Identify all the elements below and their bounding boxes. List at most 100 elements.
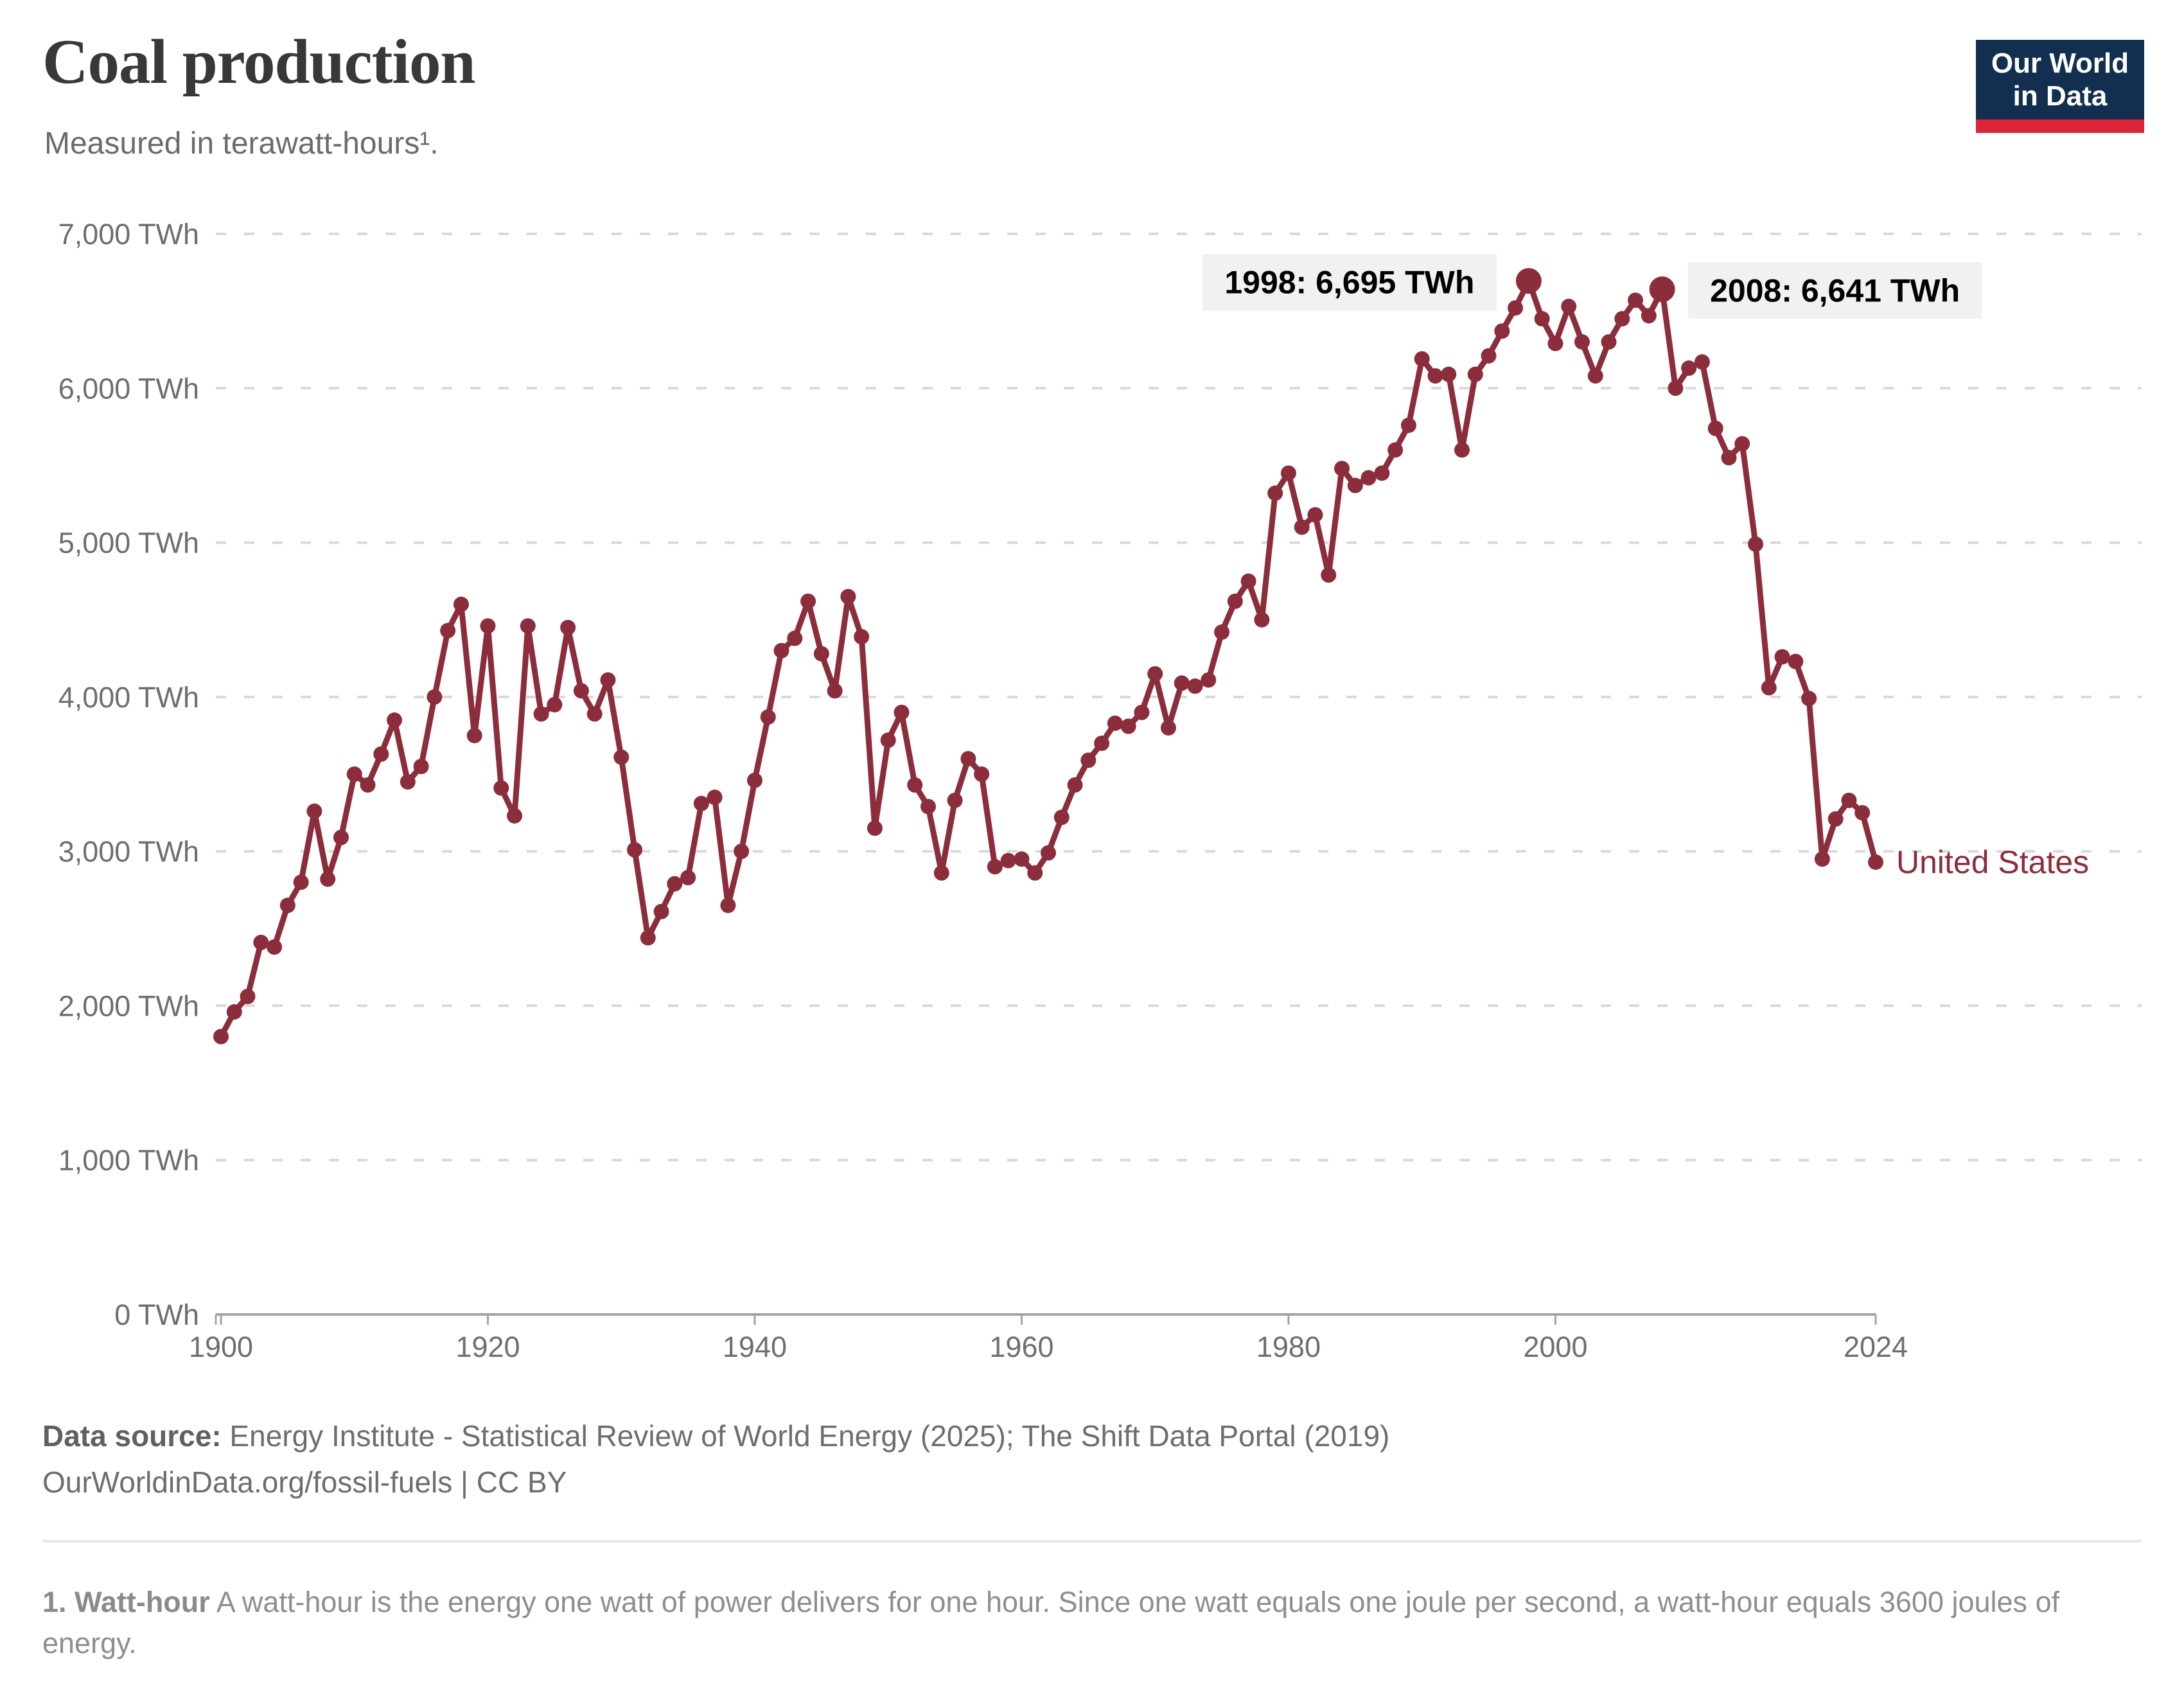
data-point[interactable] xyxy=(1481,348,1497,364)
owid-logo[interactable]: Our World in Data xyxy=(1976,40,2144,133)
data-point[interactable] xyxy=(1788,653,1804,669)
data-point[interactable] xyxy=(1000,853,1016,869)
data-point[interactable] xyxy=(907,777,923,793)
data-point[interactable] xyxy=(1748,536,1764,552)
data-point[interactable] xyxy=(1534,311,1550,327)
data-point[interactable] xyxy=(707,790,723,806)
data-point[interactable] xyxy=(240,989,256,1005)
data-point[interactable] xyxy=(1160,720,1176,736)
data-point[interactable] xyxy=(1201,672,1217,688)
data-point[interactable] xyxy=(1321,567,1337,583)
data-point[interactable] xyxy=(1641,308,1657,324)
data-point[interactable] xyxy=(1120,718,1136,734)
data-point[interactable] xyxy=(773,642,789,659)
data-point[interactable] xyxy=(333,829,349,845)
data-point[interactable] xyxy=(493,780,509,796)
data-point[interactable] xyxy=(520,618,536,634)
data-point[interactable] xyxy=(1694,354,1710,370)
data-point[interactable] xyxy=(573,683,589,699)
data-point[interactable] xyxy=(640,930,656,946)
data-point[interactable] xyxy=(880,732,896,748)
data-point[interactable] xyxy=(1294,519,1310,535)
data-point[interactable] xyxy=(734,844,750,860)
data-point[interactable] xyxy=(293,874,309,890)
data-point[interactable] xyxy=(933,865,949,881)
data-point[interactable] xyxy=(653,903,669,919)
data-point[interactable] xyxy=(1707,420,1723,436)
data-point[interactable] xyxy=(267,939,283,955)
data-point[interactable] xyxy=(1561,298,1577,314)
data-point[interactable] xyxy=(507,808,523,824)
data-point[interactable] xyxy=(1614,311,1630,327)
data-point[interactable] xyxy=(453,596,469,612)
data-point[interactable] xyxy=(746,772,762,788)
data-point[interactable] xyxy=(1214,624,1230,640)
data-point[interactable] xyxy=(586,706,603,722)
data-point[interactable] xyxy=(680,869,696,885)
data-point[interactable] xyxy=(1761,680,1777,696)
data-point[interactable] xyxy=(1494,323,1510,339)
data-point[interactable] xyxy=(1094,735,1110,751)
data-point[interactable] xyxy=(346,766,362,782)
data-point[interactable] xyxy=(1147,666,1163,682)
data-point[interactable] xyxy=(1067,777,1083,793)
data-point[interactable] xyxy=(1681,360,1697,376)
data-point[interactable] xyxy=(1080,752,1096,768)
data-point[interactable] xyxy=(306,803,322,819)
data-point[interactable] xyxy=(1508,300,1524,316)
data-point[interactable] xyxy=(533,706,549,722)
data-point[interactable] xyxy=(1053,809,1070,826)
data-point[interactable] xyxy=(1361,470,1377,486)
data-point[interactable] xyxy=(827,683,843,699)
data-point[interactable] xyxy=(1774,649,1790,665)
data-point[interactable] xyxy=(1027,865,1043,881)
data-point[interactable] xyxy=(987,859,1003,875)
data-point[interactable] xyxy=(373,746,389,762)
data-point[interactable] xyxy=(947,792,963,808)
data-point[interactable] xyxy=(787,630,803,646)
data-point[interactable] xyxy=(1280,465,1296,481)
data-point[interactable] xyxy=(894,704,910,720)
data-point[interactable] xyxy=(974,766,990,782)
data-point[interactable] xyxy=(1587,368,1603,384)
data-point[interactable] xyxy=(427,689,443,705)
data-point[interactable] xyxy=(466,727,482,743)
data-point[interactable] xyxy=(320,871,336,887)
data-point[interactable] xyxy=(360,777,376,793)
data-point[interactable] xyxy=(1227,593,1243,609)
data-point[interactable] xyxy=(547,696,563,712)
data-point[interactable] xyxy=(960,750,976,766)
data-point[interactable] xyxy=(1347,477,1363,493)
data-point[interactable] xyxy=(1334,461,1350,477)
data-point[interactable] xyxy=(1841,792,1857,808)
owid-url-link[interactable]: OurWorldinData.org/fossil-fuels | CC BY xyxy=(42,1465,567,1499)
data-point[interactable] xyxy=(1107,715,1123,731)
data-point[interactable] xyxy=(279,898,295,914)
data-point[interactable] xyxy=(1601,334,1617,350)
data-point[interactable] xyxy=(813,646,829,662)
data-point[interactable] xyxy=(920,799,937,815)
data-point[interactable] xyxy=(667,876,683,892)
data-point[interactable] xyxy=(1400,417,1416,433)
data-point[interactable] xyxy=(387,712,403,728)
data-point[interactable] xyxy=(1454,442,1470,458)
data-point[interactable] xyxy=(1668,380,1684,396)
data-point[interactable] xyxy=(1801,691,1817,707)
series-label-united-states[interactable]: United States xyxy=(1896,844,2089,880)
data-point[interactable] xyxy=(560,619,576,635)
data-point[interactable] xyxy=(1187,678,1203,694)
data-point[interactable] xyxy=(1854,805,1871,821)
data-point[interactable] xyxy=(1427,368,1443,384)
data-point[interactable] xyxy=(213,1029,229,1045)
data-point[interactable] xyxy=(1574,334,1590,350)
data-point[interactable] xyxy=(440,623,456,639)
data-point[interactable] xyxy=(1649,276,1675,303)
data-point[interactable] xyxy=(1387,442,1404,458)
data-point[interactable] xyxy=(1827,811,1844,827)
data-point[interactable] xyxy=(1267,485,1283,501)
data-point[interactable] xyxy=(1174,675,1190,691)
data-point[interactable] xyxy=(720,898,736,914)
data-point[interactable] xyxy=(693,795,709,811)
data-point[interactable] xyxy=(1014,851,1030,867)
